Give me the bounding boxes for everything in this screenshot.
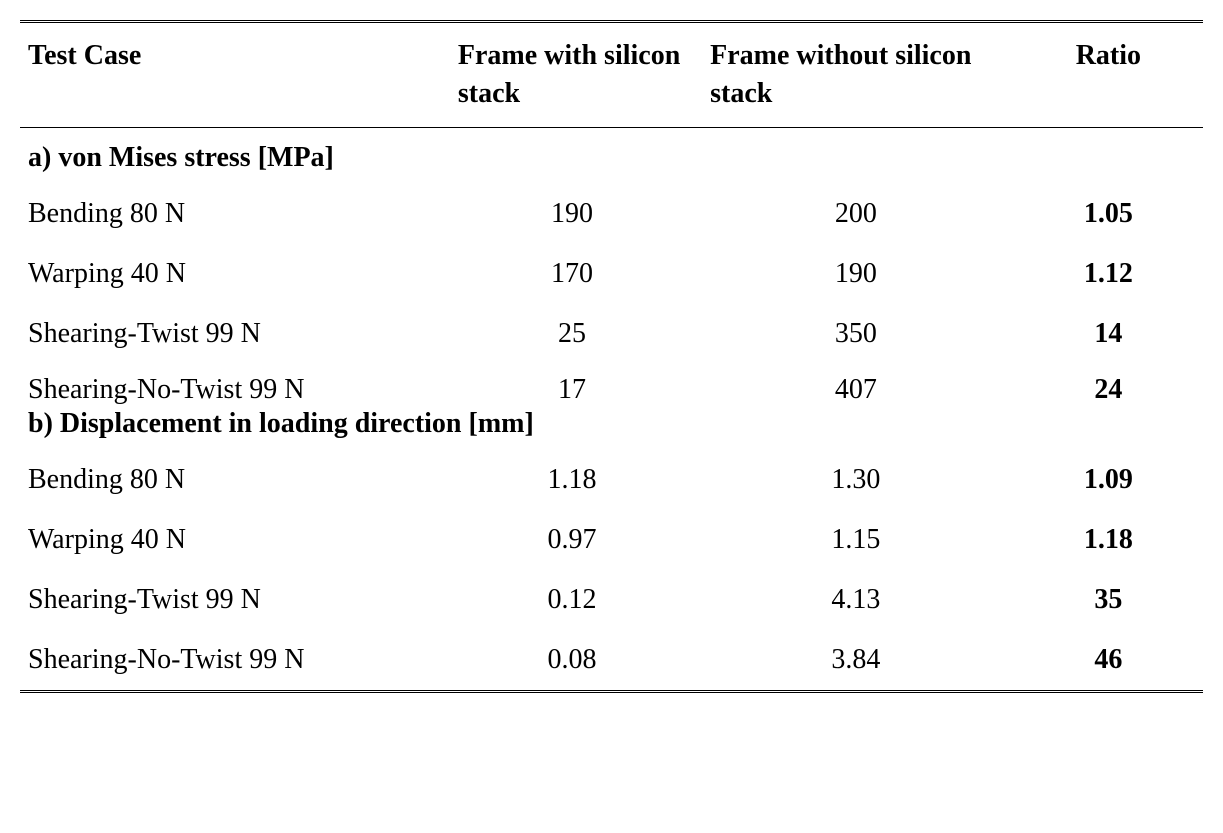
- cell-test-case: Warping 40 N: [20, 244, 446, 304]
- table-row: Shearing-Twist 99 N 25 350 14: [20, 304, 1203, 364]
- cell-with-stack: 0.08: [446, 630, 706, 692]
- cell-with-stack: 17: [446, 364, 706, 406]
- cell-ratio: 1.12: [1014, 244, 1203, 304]
- cell-ratio: 1.09: [1014, 450, 1203, 510]
- section-header-row: b) Displacement in loading direction [mm…: [20, 406, 1203, 450]
- cell-test-case: Shearing-No-Twist 99 N: [20, 364, 446, 406]
- results-table-container: Test Case Frame with silicon stack Frame…: [20, 20, 1203, 693]
- col-header-ratio: Ratio: [1014, 22, 1203, 128]
- table-row: Warping 40 N 170 190 1.12: [20, 244, 1203, 304]
- results-table: Test Case Frame with silicon stack Frame…: [20, 20, 1203, 693]
- cell-ratio: 35: [1014, 570, 1203, 630]
- cell-without-stack: 407: [706, 364, 1014, 406]
- section-a-title: a) von Mises stress [MPa]: [20, 127, 1203, 184]
- cell-ratio: 1.05: [1014, 184, 1203, 244]
- cell-without-stack: 1.30: [706, 450, 1014, 510]
- cell-with-stack: 190: [446, 184, 706, 244]
- cell-with-stack: 25: [446, 304, 706, 364]
- cell-ratio: 14: [1014, 304, 1203, 364]
- cell-without-stack: 1.15: [706, 510, 1014, 570]
- cell-without-stack: 3.84: [706, 630, 1014, 692]
- col-header-frame-without: Frame without silicon stack: [706, 22, 1014, 128]
- col-header-test-case: Test Case: [20, 22, 446, 128]
- cell-without-stack: 4.13: [706, 570, 1014, 630]
- cell-with-stack: 170: [446, 244, 706, 304]
- cell-without-stack: 190: [706, 244, 1014, 304]
- cell-ratio: 46: [1014, 630, 1203, 692]
- table-row: Shearing-Twist 99 N 0.12 4.13 35: [20, 570, 1203, 630]
- section-b-title: b) Displacement in loading direction [mm…: [20, 406, 1203, 450]
- col-header-frame-with: Frame with silicon stack: [446, 22, 706, 128]
- cell-test-case: Bending 80 N: [20, 450, 446, 510]
- table-row: Shearing-No-Twist 99 N 0.08 3.84 46: [20, 630, 1203, 692]
- table-header-row: Test Case Frame with silicon stack Frame…: [20, 22, 1203, 128]
- cell-with-stack: 0.12: [446, 570, 706, 630]
- cell-without-stack: 200: [706, 184, 1014, 244]
- cell-without-stack: 350: [706, 304, 1014, 364]
- cell-with-stack: 0.97: [446, 510, 706, 570]
- section-header-row: a) von Mises stress [MPa]: [20, 127, 1203, 184]
- cell-test-case: Shearing-Twist 99 N: [20, 570, 446, 630]
- cell-test-case: Bending 80 N: [20, 184, 446, 244]
- table-row: Bending 80 N 1.18 1.30 1.09: [20, 450, 1203, 510]
- table-row: Shearing-No-Twist 99 N 17 407 24: [20, 364, 1203, 406]
- cell-test-case: Shearing-Twist 99 N: [20, 304, 446, 364]
- cell-test-case: Shearing-No-Twist 99 N: [20, 630, 446, 692]
- cell-test-case: Warping 40 N: [20, 510, 446, 570]
- cell-ratio: 24: [1014, 364, 1203, 406]
- table-row: Bending 80 N 190 200 1.05: [20, 184, 1203, 244]
- cell-ratio: 1.18: [1014, 510, 1203, 570]
- cell-with-stack: 1.18: [446, 450, 706, 510]
- table-row: Warping 40 N 0.97 1.15 1.18: [20, 510, 1203, 570]
